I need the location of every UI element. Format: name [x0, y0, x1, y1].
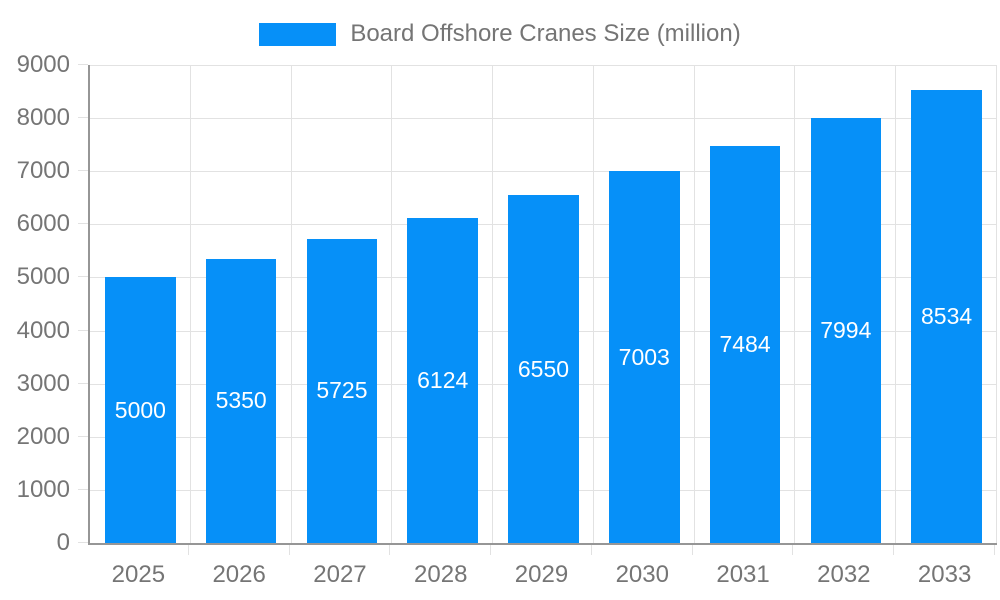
y-tick-mark: [78, 117, 88, 119]
x-tick-label: 2029: [514, 561, 569, 588]
x-tick-label: 2025: [111, 561, 166, 588]
y-tick-mark: [78, 276, 88, 278]
y-tick-label: 9000: [16, 51, 70, 78]
x-tick-label: 2030: [615, 561, 669, 588]
x-tick-label: 2033: [917, 561, 972, 588]
y-gridline: [90, 65, 997, 66]
x-gridline: [996, 65, 997, 543]
x-tick-mark: [490, 545, 492, 555]
x-gridline: [492, 65, 494, 543]
x-tick-mark: [994, 545, 995, 555]
bar[interactable]: 7003: [609, 171, 680, 543]
y-tick-mark: [78, 435, 88, 437]
x-gridline: [290, 65, 292, 543]
y-tick-label: 4000: [16, 316, 70, 344]
bar-value-label: 5725: [316, 377, 368, 404]
bar[interactable]: 5725: [306, 238, 378, 543]
y-tick-mark: [78, 170, 88, 172]
y-tick-label: 3000: [16, 369, 70, 397]
x-tick-label: 2031: [716, 561, 770, 588]
y-tick-mark: [78, 64, 88, 65]
y-tick-mark: [78, 488, 88, 490]
y-tick-mark: [78, 223, 88, 225]
y-tick-mark: [78, 542, 88, 543]
bar-value-label: 7994: [820, 317, 872, 344]
bar[interactable]: 8534: [911, 89, 982, 543]
x-gridline: [592, 65, 594, 543]
x-tick-mark: [389, 545, 391, 555]
y-tick-label: 7000: [16, 157, 70, 185]
y-tick-mark: [78, 382, 88, 384]
x-tick-mark: [691, 545, 693, 555]
bar[interactable]: 5350: [205, 258, 277, 543]
x-gridline: [794, 65, 796, 543]
bar-value-label: 7484: [719, 330, 771, 357]
x-gridline: [895, 65, 897, 543]
y-tick-label: 6000: [16, 210, 70, 238]
x-tick-label: 2028: [414, 561, 468, 588]
x-gridline: [189, 65, 191, 543]
bar[interactable]: 7994: [810, 118, 882, 543]
legend-label: Board Offshore Cranes Size (million): [350, 20, 741, 47]
x-tick-mark: [590, 545, 592, 555]
x-tick-label: 2032: [817, 561, 871, 588]
bar-value-label: 7003: [618, 343, 670, 370]
bar-value-label: 5000: [114, 396, 166, 423]
y-tick-mark: [78, 329, 88, 331]
y-tick-label: 5000: [16, 263, 70, 291]
chart-legend[interactable]: Board Offshore Cranes Size (million): [0, 14, 1000, 54]
x-tick-mark: [187, 545, 189, 555]
legend-swatch-icon: [259, 22, 337, 46]
x-tick-mark: [288, 545, 290, 555]
x-gridline: [693, 65, 695, 543]
x-tick-label: 2026: [212, 561, 266, 588]
x-gridline: [391, 65, 393, 543]
y-tick-label: 2000: [16, 422, 70, 450]
x-axis: 2025 2026 2027 2028 2029 2030 2031 2032 2033: [88, 545, 995, 600]
y-axis: 0 1000 2000 3000 4000 5000 6000 7000 8000 9000: [0, 51, 88, 556]
x-tick-mark: [792, 545, 794, 555]
plot-area: 5000 5350 5725 6124 6550 7003 7484 7994 8534: [88, 65, 997, 545]
bar[interactable]: 6550: [508, 195, 579, 543]
bar[interactable]: 5000: [105, 277, 176, 543]
bar-value-label: 8534: [921, 302, 973, 329]
x-tick-mark: [893, 545, 895, 555]
bar-value-label: 6550: [517, 355, 570, 382]
y-tick-label: 1000: [16, 475, 70, 503]
y-tick-label: 8000: [16, 104, 70, 132]
y-tick-label: 0: [56, 529, 70, 556]
bar[interactable]: 6124: [407, 217, 478, 543]
y-gridline: [90, 171, 997, 173]
bar[interactable]: 7484: [709, 145, 781, 543]
x-tick-label: 2027: [313, 561, 367, 588]
bar-value-label: 6124: [417, 366, 469, 393]
y-gridline: [90, 118, 997, 120]
bar-value-label: 5350: [215, 387, 267, 414]
